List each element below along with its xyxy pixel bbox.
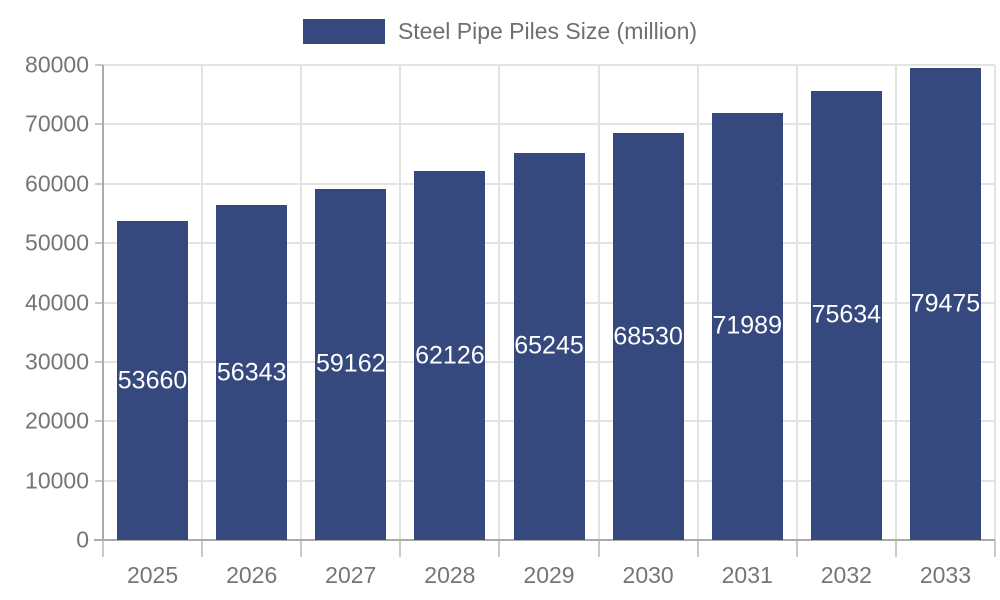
gridline-horizontal <box>103 123 995 126</box>
y-axis-tick <box>95 123 103 126</box>
y-axis-tick-label: 20000 <box>25 407 89 434</box>
bar-2026 <box>216 205 288 540</box>
bar-value-label: 65245 <box>514 331 584 360</box>
bar-2029 <box>513 152 585 540</box>
bar-2030 <box>612 133 684 540</box>
y-axis-tick-label: 60000 <box>25 170 89 197</box>
y-axis-tick-label: 80000 <box>25 51 89 78</box>
legend-label: Steel Pipe Piles Size (million) <box>397 18 698 44</box>
x-axis-tick <box>399 540 402 557</box>
x-axis-tick-label: 2025 <box>126 562 179 588</box>
bar-2032 <box>810 90 882 540</box>
bar-value-label: 68530 <box>613 322 683 351</box>
x-axis-tick <box>102 540 104 557</box>
bar-value-label: 53660 <box>117 366 188 395</box>
gridline-vertical <box>300 65 303 540</box>
x-axis-tick-label: 2032 <box>820 562 872 588</box>
gridline-vertical <box>696 65 699 540</box>
x-axis-tick <box>498 540 501 557</box>
y-axis-tick <box>95 360 103 363</box>
y-axis-tick <box>95 479 103 482</box>
x-axis-tick-label: 2031 <box>721 562 773 588</box>
y-axis-tick-label: 70000 <box>25 110 89 137</box>
y-axis-tick <box>95 64 103 66</box>
bar-value-label: 59162 <box>316 349 386 378</box>
x-axis-tick <box>894 540 897 557</box>
bar-value-label: 71989 <box>712 311 782 340</box>
gridline-vertical <box>597 65 600 540</box>
x-axis-tick <box>597 540 600 557</box>
x-axis-tick <box>201 540 204 557</box>
legend: Steel Pipe Piles Size (million) <box>0 18 1000 45</box>
x-axis-tick-label: 2026 <box>226 562 278 588</box>
y-axis-tick-label: 40000 <box>25 289 89 315</box>
bar-2025 <box>117 221 189 540</box>
y-axis-tick <box>95 182 103 185</box>
x-axis-tick <box>696 540 699 557</box>
x-axis-line <box>94 539 995 541</box>
bar-2027 <box>315 188 387 540</box>
y-axis-line <box>102 65 104 540</box>
x-axis-tick <box>994 540 996 557</box>
gridline-horizontal <box>103 64 995 66</box>
bar-value-label: 62126 <box>415 341 485 370</box>
y-axis-tick <box>95 420 103 423</box>
y-axis-tick-label: 30000 <box>25 348 89 375</box>
x-axis-tick-label: 2027 <box>325 562 377 588</box>
gridline-vertical <box>994 65 996 540</box>
y-axis-tick-label: 50000 <box>25 229 89 256</box>
x-axis-tick-label: 2028 <box>424 562 476 588</box>
bar-value-label: 56343 <box>216 358 287 387</box>
y-axis-tick <box>95 242 103 245</box>
x-axis-tick-label: 2029 <box>523 562 575 588</box>
x-axis-tick-label: 2030 <box>622 562 674 588</box>
x-axis-tick <box>795 540 798 557</box>
bar-2033 <box>909 68 981 540</box>
y-axis-tick-label: 0 <box>76 526 89 553</box>
gridline-vertical <box>498 65 501 540</box>
gridline-vertical <box>795 65 798 540</box>
bar-2028 <box>414 171 486 540</box>
bar-value-label: 79475 <box>910 289 981 318</box>
x-axis-tick-label: 2033 <box>919 562 972 588</box>
x-axis-tick <box>300 540 303 557</box>
legend-swatch <box>302 19 385 44</box>
bar-value-label: 75634 <box>811 300 882 329</box>
y-axis-tick-label: 10000 <box>25 467 89 494</box>
gridline-vertical <box>399 65 402 540</box>
y-axis-tick <box>95 301 103 304</box>
gridline-vertical <box>894 65 897 540</box>
bar-2031 <box>711 112 783 540</box>
gridline-vertical <box>201 65 204 540</box>
